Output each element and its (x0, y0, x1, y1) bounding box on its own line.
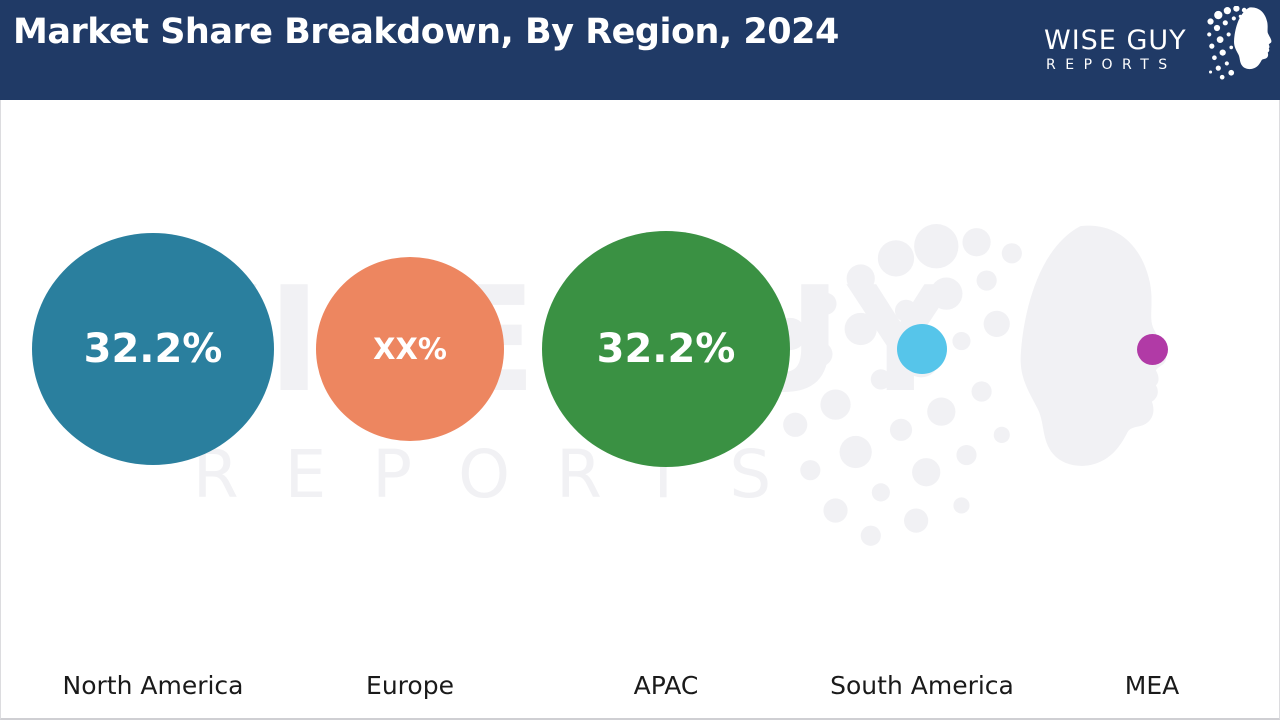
bubble-value-label: 32.2% (596, 326, 736, 372)
dotted-head-profile-icon (1207, 6, 1272, 80)
bubble-europe: XX% (316, 257, 504, 441)
region-label-apac: APAC (633, 671, 699, 700)
bubble-south-america (897, 324, 947, 374)
header-bar: Market Share Breakdown, By Region, 2024 … (0, 0, 1280, 100)
bubble-mea (1136, 333, 1168, 365)
dotted-head-profile-watermark (774, 224, 1167, 546)
brand-wordmark-line1: WISE GUY (1044, 25, 1187, 56)
bubble-apac: 32.2% (542, 231, 790, 467)
bubble-value-label: XX% (373, 332, 447, 366)
bubble-north-america: 32.2% (32, 233, 274, 465)
page-title: Market Share Breakdown, By Region, 2024 (13, 12, 839, 52)
region-label-south-america: South America (830, 671, 1014, 700)
region-label-mea: MEA (1124, 671, 1180, 700)
region-label-europe: Europe (366, 671, 454, 700)
region-label-north-america: North America (62, 671, 244, 700)
brand-wordmark: WISE GUY REPORTS (1044, 27, 1187, 72)
brand-wordmark-line2: REPORTS (1046, 57, 1177, 73)
bubble-value-label: 32.2% (83, 326, 223, 372)
